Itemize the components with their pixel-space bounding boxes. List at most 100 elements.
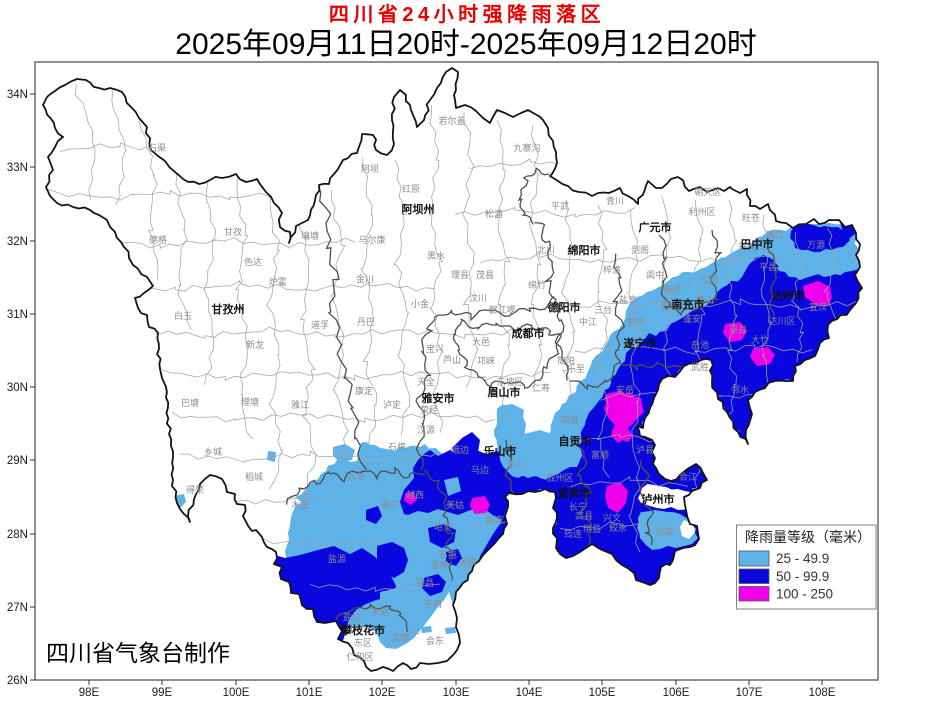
svg-text:木里: 木里 bbox=[291, 499, 309, 510]
svg-text:荣县: 荣县 bbox=[561, 414, 579, 425]
svg-text:金川: 金川 bbox=[356, 273, 374, 284]
svg-text:甘孜: 甘孜 bbox=[224, 226, 242, 237]
svg-text:邻水: 邻水 bbox=[731, 384, 749, 395]
svg-text:万源: 万源 bbox=[807, 240, 825, 250]
svg-text:大邑: 大邑 bbox=[472, 336, 490, 347]
svg-text:108E: 108E bbox=[809, 687, 836, 699]
svg-text:降雨量等级（毫米）: 降雨量等级（毫米） bbox=[745, 529, 871, 545]
svg-text:稻城: 稻城 bbox=[245, 472, 263, 482]
svg-text:西充: 西充 bbox=[661, 299, 679, 310]
svg-text:兴文: 兴文 bbox=[603, 512, 621, 523]
svg-text:壤塘: 壤塘 bbox=[301, 230, 319, 241]
svg-text:芦山: 芦山 bbox=[443, 355, 461, 365]
svg-text:美姑: 美姑 bbox=[446, 499, 464, 510]
svg-text:德昌: 德昌 bbox=[416, 577, 434, 588]
svg-text:得荣: 得荣 bbox=[186, 484, 204, 495]
svg-text:100 - 250: 100 - 250 bbox=[776, 587, 833, 602]
svg-text:达州市: 达州市 bbox=[772, 288, 805, 302]
svg-text:攀枝花市: 攀枝花市 bbox=[340, 623, 385, 637]
svg-text:乐至: 乐至 bbox=[567, 363, 585, 374]
svg-text:102E: 102E bbox=[369, 687, 396, 699]
svg-text:仁和区: 仁和区 bbox=[346, 651, 373, 662]
svg-text:安岳: 安岳 bbox=[616, 384, 634, 395]
svg-text:青川: 青川 bbox=[606, 195, 624, 206]
svg-text:平昌: 平昌 bbox=[759, 262, 777, 272]
svg-text:布拖: 布拖 bbox=[439, 549, 457, 560]
svg-text:阿坝州: 阿坝州 bbox=[402, 202, 435, 216]
svg-text:宝兴: 宝兴 bbox=[426, 343, 444, 354]
svg-text:朝天区: 朝天区 bbox=[694, 187, 721, 197]
svg-text:荥经: 荥经 bbox=[420, 404, 438, 415]
svg-text:巴塘: 巴塘 bbox=[181, 397, 199, 408]
svg-text:色达: 色达 bbox=[244, 256, 262, 267]
svg-text:26N: 26N bbox=[7, 675, 28, 687]
svg-text:宣汉: 宣汉 bbox=[809, 301, 827, 312]
svg-text:达川区: 达川区 bbox=[768, 315, 795, 326]
svg-text:盐源: 盐源 bbox=[328, 553, 346, 564]
svg-text:泸定: 泸定 bbox=[383, 399, 401, 410]
svg-text:绵竹: 绵竹 bbox=[528, 279, 546, 290]
svg-text:盐亭: 盐亭 bbox=[619, 294, 637, 305]
svg-text:三台: 三台 bbox=[594, 304, 612, 315]
svg-text:旺苍: 旺苍 bbox=[742, 212, 760, 223]
svg-text:简阳: 简阳 bbox=[557, 355, 575, 366]
svg-text:北川: 北川 bbox=[537, 245, 555, 255]
svg-text:仁寿: 仁寿 bbox=[532, 382, 550, 393]
svg-text:大竹: 大竹 bbox=[751, 334, 769, 345]
svg-text:富顺: 富顺 bbox=[591, 449, 609, 460]
svg-text:松潘: 松潘 bbox=[485, 208, 503, 219]
svg-text:炉霍: 炉霍 bbox=[269, 276, 287, 287]
svg-text:雅安市: 雅安市 bbox=[422, 391, 455, 405]
svg-text:101E: 101E bbox=[296, 687, 323, 699]
svg-text:马尔康: 马尔康 bbox=[358, 234, 385, 245]
svg-text:阿坝: 阿坝 bbox=[361, 164, 379, 174]
svg-text:武胜: 武胜 bbox=[691, 361, 709, 372]
svg-text:普格: 普格 bbox=[431, 559, 449, 570]
svg-text:长宁: 长宁 bbox=[569, 501, 587, 512]
svg-text:珙县: 珙县 bbox=[583, 523, 601, 534]
svg-text:103E: 103E bbox=[443, 687, 470, 699]
svg-text:广元市: 广元市 bbox=[639, 220, 672, 234]
svg-text:32N: 32N bbox=[7, 236, 28, 248]
svg-text:邛崃: 邛崃 bbox=[477, 355, 495, 366]
svg-text:29N: 29N bbox=[7, 455, 28, 467]
svg-text:营山: 营山 bbox=[696, 294, 714, 305]
svg-text:会东: 会东 bbox=[426, 635, 444, 646]
svg-text:98E: 98E bbox=[79, 687, 100, 699]
svg-text:50 - 99.9: 50 - 99.9 bbox=[776, 569, 829, 584]
svg-text:茂县: 茂县 bbox=[476, 269, 494, 280]
svg-text:乡城: 乡城 bbox=[204, 447, 222, 457]
svg-text:九寨沟: 九寨沟 bbox=[513, 142, 540, 153]
svg-text:106E: 106E bbox=[663, 687, 690, 699]
svg-text:道孚: 道孚 bbox=[311, 319, 329, 330]
svg-text:德阳市: 德阳市 bbox=[547, 300, 581, 314]
svg-text:理县: 理县 bbox=[451, 270, 469, 280]
svg-text:峨边: 峨边 bbox=[451, 444, 469, 455]
svg-text:石渠: 石渠 bbox=[148, 142, 166, 153]
svg-text:红原: 红原 bbox=[402, 183, 420, 194]
svg-text:小金: 小金 bbox=[411, 298, 429, 309]
svg-text:康定: 康定 bbox=[355, 385, 373, 396]
svg-text:南充市: 南充市 bbox=[672, 297, 705, 311]
svg-text:剑阁: 剑阁 bbox=[631, 244, 649, 255]
svg-text:东坡区: 东坡区 bbox=[496, 376, 523, 387]
svg-text:苍溪: 苍溪 bbox=[738, 241, 756, 252]
svg-text:九龙: 九龙 bbox=[347, 470, 365, 481]
svg-text:泸县: 泸县 bbox=[636, 445, 654, 455]
svg-text:25 - 49.9: 25 - 49.9 bbox=[776, 551, 829, 566]
svg-text:古蔺: 古蔺 bbox=[655, 526, 673, 537]
svg-text:105E: 105E bbox=[589, 687, 616, 699]
svg-text:德格: 德格 bbox=[149, 234, 167, 245]
svg-text:27N: 27N bbox=[7, 602, 28, 614]
svg-text:宜宾市: 宜宾市 bbox=[558, 486, 591, 500]
svg-text:28N: 28N bbox=[7, 529, 28, 541]
svg-text:成都市: 成都市 bbox=[512, 326, 545, 340]
svg-text:31N: 31N bbox=[7, 309, 28, 321]
svg-text:叙永: 叙永 bbox=[609, 522, 627, 533]
svg-text:汉源: 汉源 bbox=[417, 425, 435, 435]
svg-text:阆中: 阆中 bbox=[646, 269, 664, 280]
svg-text:理塘: 理塘 bbox=[241, 396, 259, 407]
svg-text:自贡市: 自贡市 bbox=[559, 434, 592, 448]
svg-text:越西: 越西 bbox=[406, 489, 424, 500]
svg-text:四川省气象台制作: 四川省气象台制作 bbox=[46, 640, 230, 666]
